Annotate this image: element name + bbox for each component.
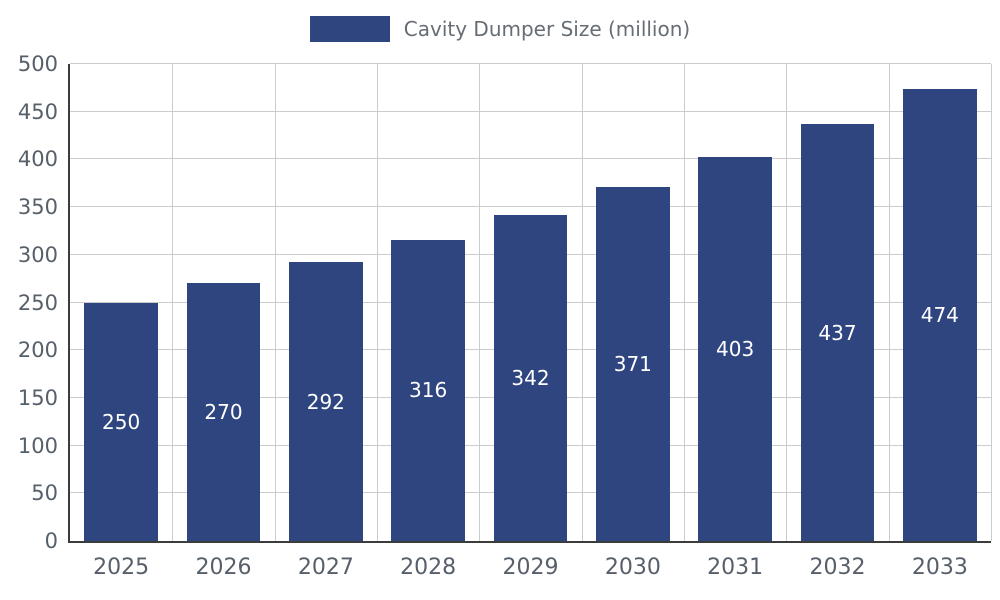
- gridline-horizontal: [70, 158, 991, 160]
- gridline-vertical: [888, 64, 890, 541]
- y-axis-tick-label: 200: [17, 338, 58, 363]
- bar-value-label: 437: [818, 320, 857, 345]
- plot-area: 0 50 100 150 200 250 300 350 400 450 500 250 2025 270…: [18, 52, 992, 580]
- y-axis-tick-label: 300: [17, 242, 58, 267]
- bar-value-label: 270: [204, 400, 243, 425]
- y-axis-tick-label: 100: [17, 433, 58, 458]
- y-axis-tick-label: 50: [31, 481, 58, 506]
- bar-2025: 250: [84, 302, 158, 541]
- y-axis-tick-label: 400: [17, 147, 58, 172]
- gridline-horizontal: [70, 206, 991, 208]
- legend-swatch: [309, 16, 390, 42]
- x-axis-tick-label: 2031: [707, 555, 764, 580]
- x-axis-tick-label: 2032: [809, 555, 866, 580]
- bar-2026: 270: [186, 283, 261, 541]
- x-axis-tick-label: 2033: [911, 555, 968, 580]
- bar-2032: 437: [800, 124, 875, 541]
- legend-label: Cavity Dumper Size (million): [403, 17, 691, 41]
- gridline-vertical: [172, 64, 174, 541]
- bar-2027: 292: [288, 262, 363, 541]
- x-axis-tick-label: 2027: [297, 555, 354, 580]
- y-axis-tick-label: 500: [17, 52, 58, 76]
- x-axis-tick-label: 2028: [400, 555, 457, 580]
- gridline-vertical: [479, 64, 481, 541]
- gridline-horizontal: [70, 63, 991, 64]
- y-axis-tick-label: 0: [44, 529, 58, 553]
- gridline-vertical: [684, 64, 685, 541]
- bar-value-label: 474: [920, 302, 959, 327]
- y-axis-tick-label: 150: [17, 385, 58, 410]
- bar-2028: 316: [391, 239, 465, 541]
- y-axis-tick-label: 450: [17, 99, 58, 124]
- x-axis-tick-label: 2030: [604, 555, 661, 580]
- bar-2033: 474: [902, 88, 977, 541]
- gridline-vertical: [581, 64, 583, 541]
- bar-value-label: 403: [716, 336, 755, 361]
- chart-legend: Cavity Dumper Size (million): [0, 16, 1000, 42]
- bar-value-label: 371: [613, 352, 652, 377]
- gridline-vertical: [991, 64, 992, 541]
- y-axis-tick-label: 350: [17, 195, 58, 220]
- bar-value-label: 250: [102, 409, 141, 434]
- bar-2029: 342: [493, 214, 568, 541]
- x-axis-tick-label: 2029: [502, 555, 559, 580]
- bar-value-label: 292: [306, 389, 345, 414]
- y-axis-tick-label: 250: [17, 290, 58, 315]
- bar-2030: 371: [595, 187, 670, 541]
- gridline-vertical: [274, 64, 276, 541]
- gridline-vertical: [377, 64, 378, 541]
- x-axis-tick-label: 2026: [195, 555, 252, 580]
- bar-2031: 403: [698, 156, 772, 541]
- x-axis-tick-label: 2025: [93, 555, 150, 580]
- gridline-vertical: [786, 64, 788, 541]
- bar-value-label: 342: [511, 365, 550, 390]
- gridline-horizontal: [70, 110, 991, 112]
- bar-value-label: 316: [409, 378, 448, 403]
